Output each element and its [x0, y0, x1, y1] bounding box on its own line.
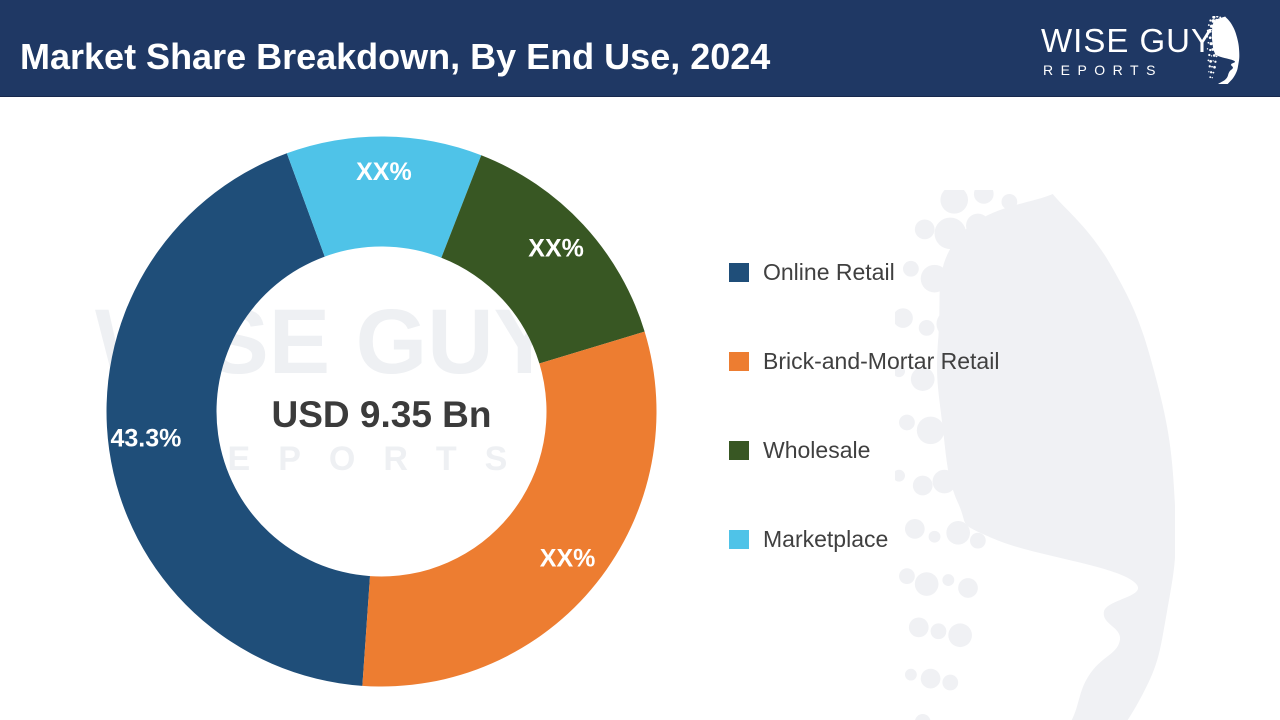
svg-text:XX%: XX%	[356, 158, 412, 186]
svg-text:XX%: XX%	[528, 234, 584, 262]
svg-text:43.3%: 43.3%	[110, 425, 181, 453]
svg-text:USD 9.35 Bn: USD 9.35 Bn	[271, 394, 491, 435]
svg-text:XX%: XX%	[540, 544, 596, 572]
